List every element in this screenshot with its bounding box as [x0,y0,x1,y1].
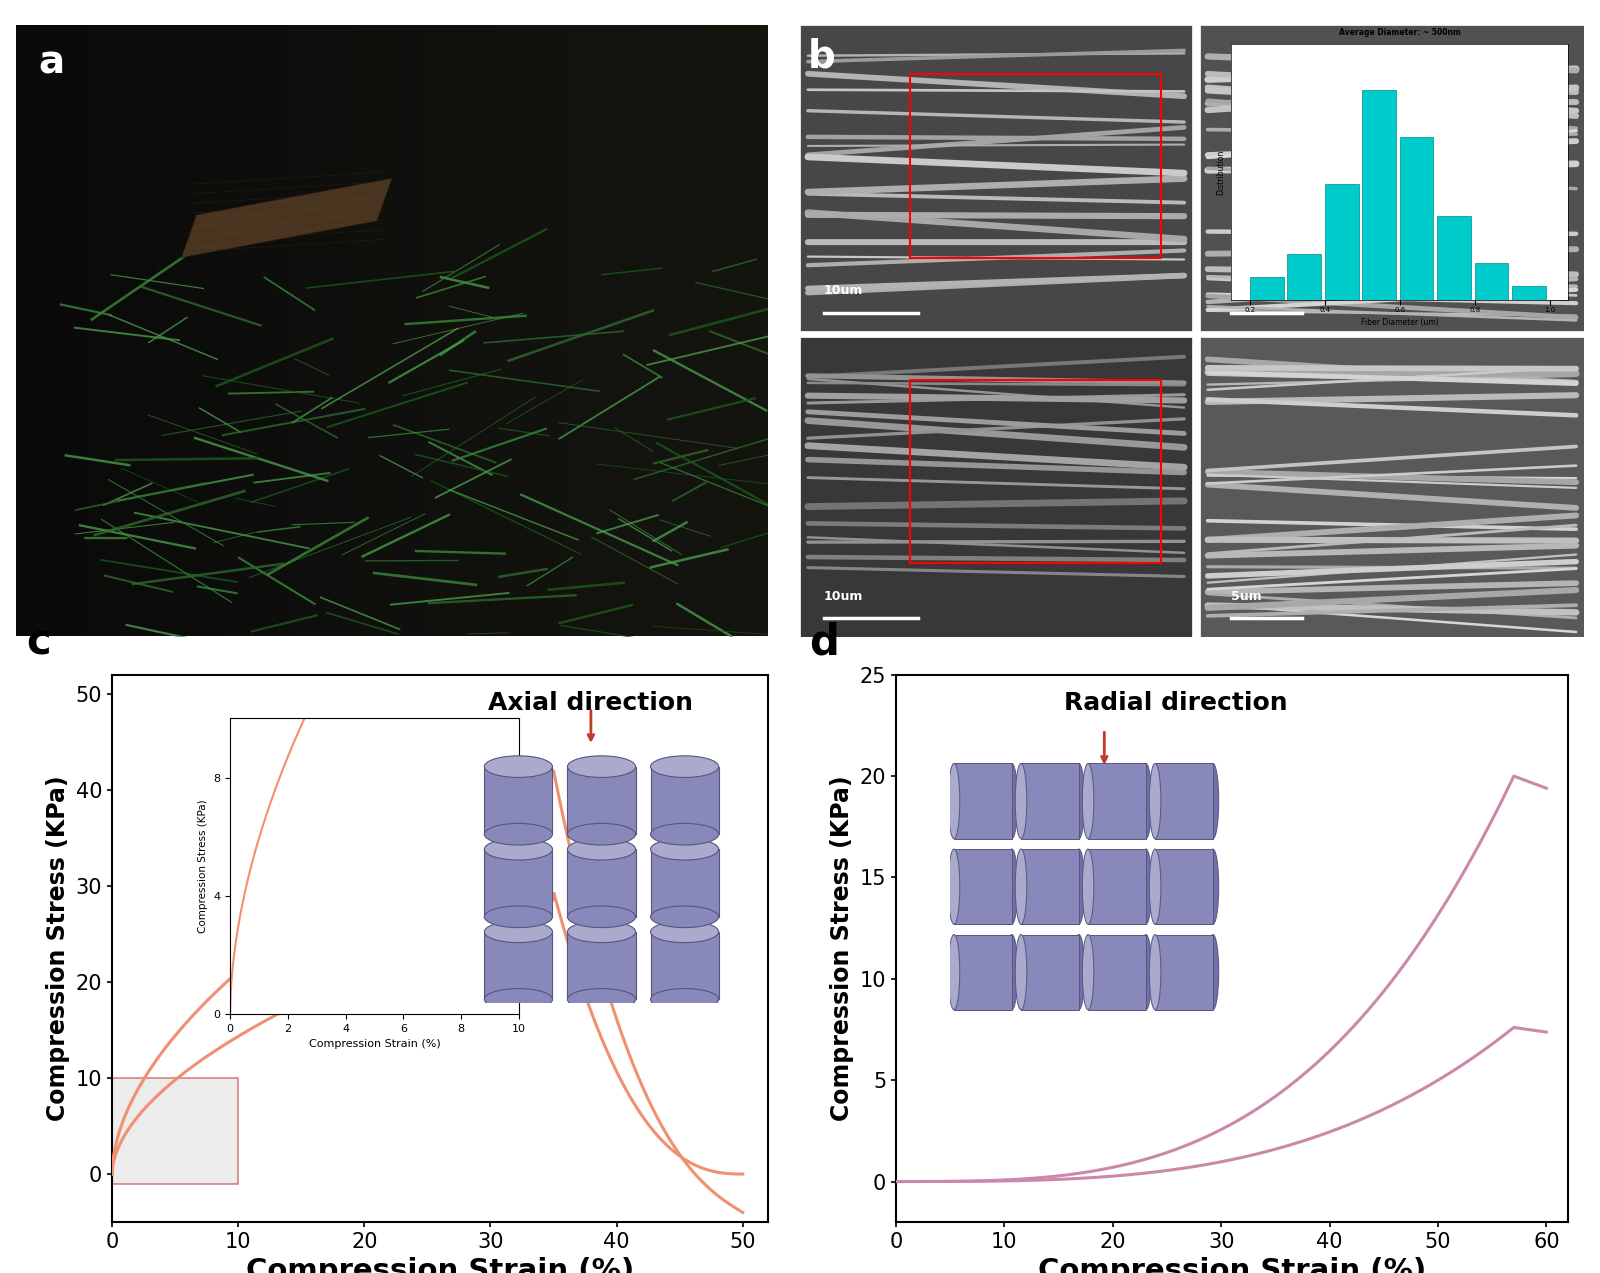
Text: Axial direction: Axial direction [488,691,693,715]
Text: 5um: 5um [1232,284,1262,298]
Bar [1200,337,1584,636]
Bar [800,25,1192,331]
Y-axis label: Compression Stress (KPa): Compression Stress (KPa) [46,775,70,1122]
Bar [800,337,1192,636]
Bar [112,1078,238,1184]
Text: Radial direction: Radial direction [1064,691,1288,715]
Text: c: c [27,621,51,663]
Text: a: a [38,43,64,81]
X-axis label: Compression Strain (%): Compression Strain (%) [1038,1258,1426,1273]
Text: b: b [808,38,835,75]
Text: 10um: 10um [824,284,862,298]
Text: 10um: 10um [824,589,862,603]
Text: d: d [808,621,838,663]
Text: 5um: 5um [1232,589,1262,603]
Bar [1200,25,1584,331]
X-axis label: Compression Strain (%): Compression Strain (%) [246,1258,634,1273]
Polygon shape [181,178,392,257]
Y-axis label: Compression Stress (KPa): Compression Stress (KPa) [830,775,854,1122]
